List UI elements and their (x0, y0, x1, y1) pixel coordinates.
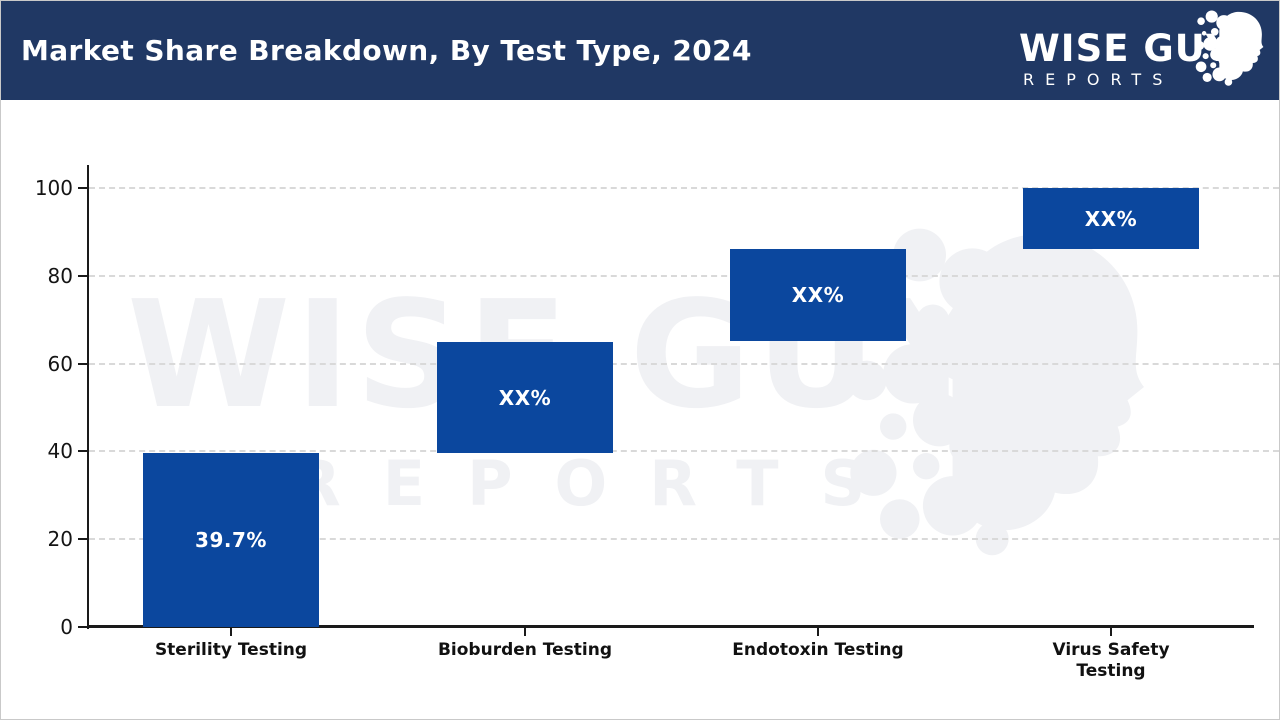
x-tick-label: Endotoxin Testing (732, 640, 904, 660)
bar-value-label: XX% (791, 283, 845, 307)
grid-line (89, 275, 1279, 277)
x-tick-mark (817, 628, 819, 636)
bar-value-label: XX% (498, 385, 552, 410)
x-tick-mark (230, 628, 232, 636)
y-tick-mark (78, 187, 87, 189)
y-axis-line (87, 165, 89, 629)
x-tick-mark (524, 628, 526, 636)
grid-line (89, 450, 1279, 452)
x-tick-label: Virus Safety Testing (1052, 640, 1170, 681)
grid-line (89, 538, 1279, 540)
wise-guy-logo: WISE GUY REPORTS (1019, 10, 1264, 89)
y-tick-label: 20 (47, 527, 73, 551)
x-axis-line (87, 625, 1254, 628)
header-bar: Market Share Breakdown, By Test Type, 20… (1, 1, 1279, 100)
bar-value-label: 39.7% (195, 528, 267, 552)
y-tick-mark (78, 450, 87, 452)
y-tick-label: 0 (60, 615, 73, 639)
y-tick-mark (78, 538, 87, 540)
logo-subtext: REPORTS (1023, 70, 1173, 89)
y-tick-mark (78, 275, 87, 277)
y-tick-label: 80 (47, 264, 73, 288)
bar-endotoxin-testing: XX% (730, 249, 906, 341)
bar-sterility-testing: 39.7% (143, 453, 319, 627)
y-tick-label: 100 (34, 176, 73, 200)
bar-bioburden-testing: XX% (437, 342, 613, 453)
y-tick-mark (78, 363, 87, 365)
y-tick-mark (78, 626, 87, 628)
chart-title: Market Share Breakdown, By Test Type, 20… (21, 34, 752, 67)
x-tick-label: Bioburden Testing (437, 640, 613, 660)
face-profile-icon (1195, 10, 1264, 86)
bar-value-label: XX% (1084, 206, 1138, 231)
grid-line (89, 363, 1279, 365)
x-tick-label: Sterility Testing (154, 640, 308, 660)
grid-line (89, 187, 1279, 189)
x-tick-mark (1110, 628, 1112, 636)
y-tick-label: 60 (47, 352, 73, 376)
bar-virus-safety-testing: XX% (1023, 188, 1199, 249)
y-tick-label: 40 (47, 439, 73, 463)
